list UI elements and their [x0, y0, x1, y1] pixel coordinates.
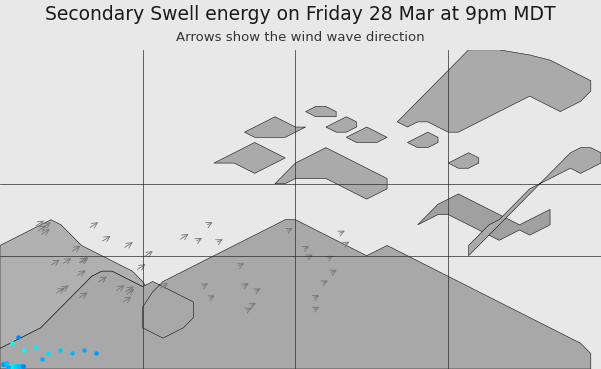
Polygon shape: [448, 153, 479, 168]
Text: Arrows show the wind wave direction: Arrows show the wind wave direction: [176, 31, 425, 44]
Polygon shape: [469, 148, 601, 256]
Text: Secondary Swell energy on Friday 28 Mar at 9pm MDT: Secondary Swell energy on Friday 28 Mar …: [45, 6, 556, 24]
Polygon shape: [245, 117, 305, 137]
Polygon shape: [418, 194, 550, 240]
Polygon shape: [397, 50, 591, 132]
Polygon shape: [214, 142, 285, 173]
Polygon shape: [346, 127, 387, 142]
Polygon shape: [275, 148, 387, 199]
Polygon shape: [326, 117, 356, 132]
Polygon shape: [305, 106, 336, 117]
Polygon shape: [0, 220, 591, 369]
Polygon shape: [407, 132, 438, 148]
Polygon shape: [0, 220, 183, 348]
